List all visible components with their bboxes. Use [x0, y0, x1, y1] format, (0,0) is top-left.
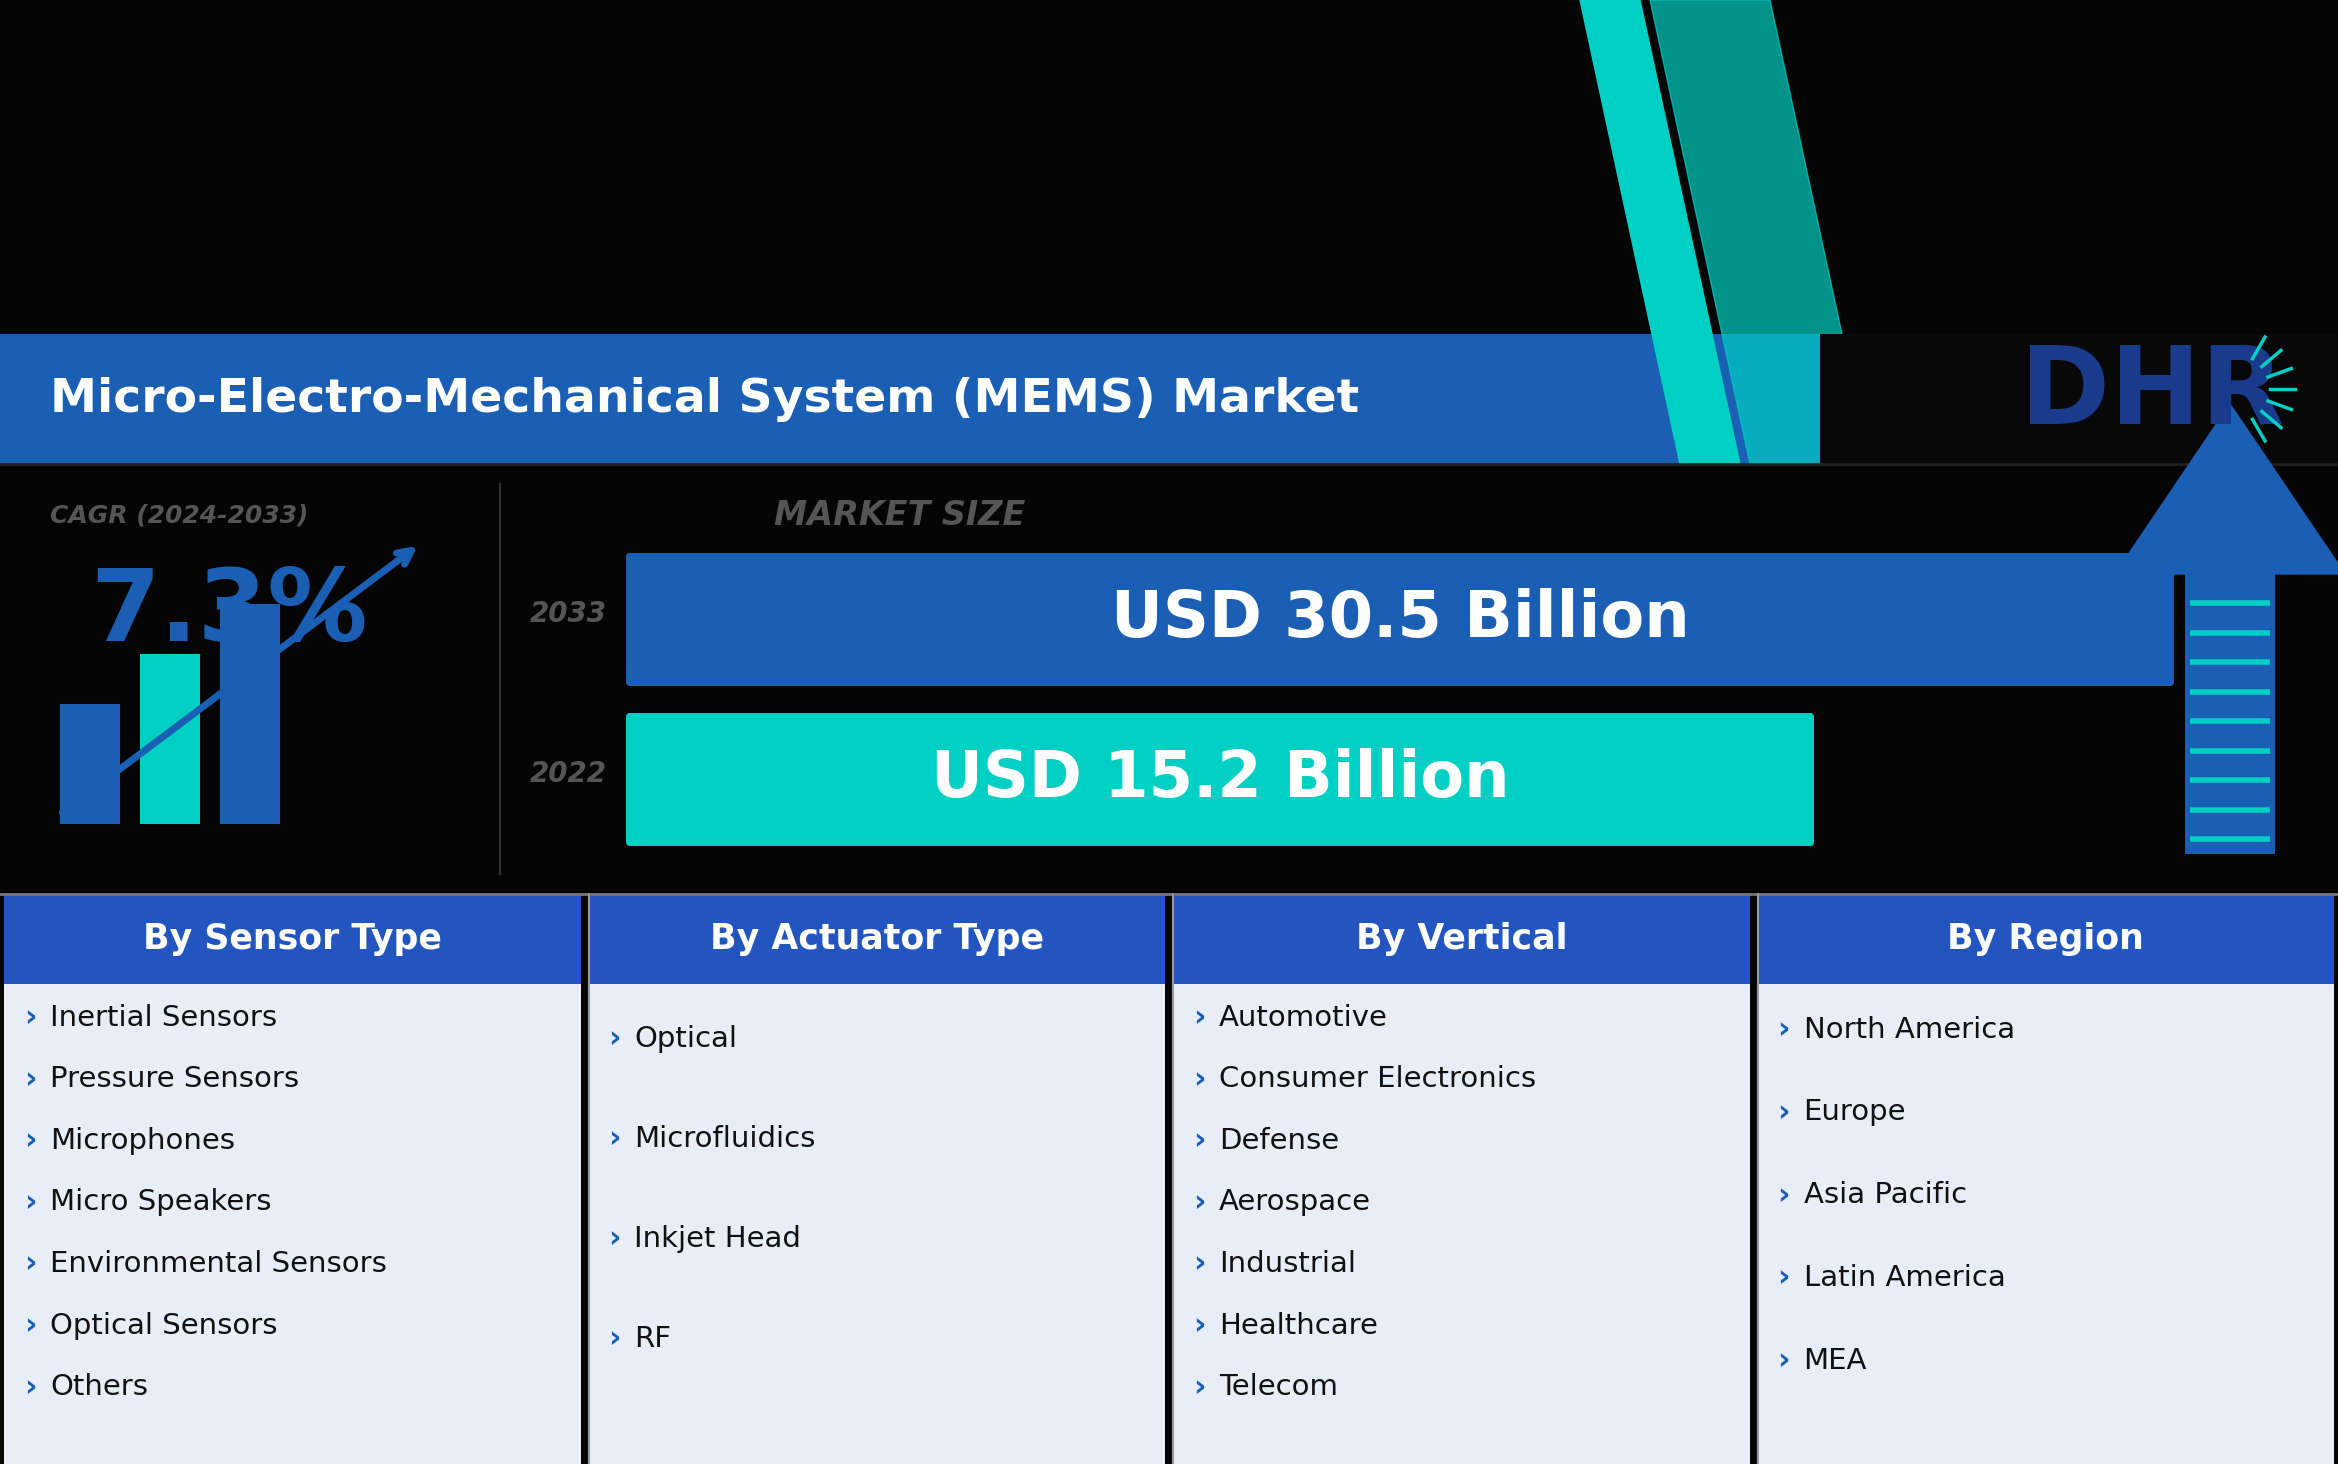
Text: ›: › — [1192, 1373, 1206, 1401]
Text: 7.3%: 7.3% — [89, 565, 367, 663]
Text: Others: Others — [49, 1373, 147, 1401]
Text: Aerospace: Aerospace — [1218, 1189, 1370, 1217]
Bar — [1758, 984, 2333, 1464]
Text: ›: › — [1192, 1126, 1206, 1155]
Text: ›: › — [1192, 1312, 1206, 1340]
Text: ›: › — [23, 1187, 37, 1217]
Bar — [5, 895, 580, 984]
Text: Latin America: Latin America — [1803, 1263, 2006, 1291]
Text: MEA: MEA — [1803, 1347, 1866, 1375]
Text: 2033: 2033 — [531, 600, 608, 628]
Text: Asia Pacific: Asia Pacific — [1803, 1181, 1966, 1209]
Text: ›: › — [1777, 1098, 1791, 1127]
Text: MARKET SIZE: MARKET SIZE — [774, 499, 1026, 531]
Text: ›: › — [1192, 1003, 1206, 1032]
Text: Microphones: Microphones — [49, 1127, 236, 1155]
Text: By Vertical: By Vertical — [1356, 922, 1566, 956]
Text: Healthcare: Healthcare — [1218, 1312, 1377, 1340]
Text: Telecom: Telecom — [1218, 1373, 1337, 1401]
Text: By Actuator Type: By Actuator Type — [711, 922, 1043, 956]
Text: CAGR (2024-2033): CAGR (2024-2033) — [49, 504, 309, 529]
Bar — [140, 654, 201, 824]
Bar — [589, 984, 1164, 1464]
Text: Microfluidics: Microfluidics — [634, 1124, 816, 1154]
Bar — [1819, 334, 2338, 464]
Text: ›: › — [1777, 1345, 1791, 1375]
Bar — [0, 334, 2338, 464]
Text: Europe: Europe — [1803, 1098, 1905, 1126]
Bar — [1758, 895, 2333, 984]
Bar — [589, 895, 1164, 984]
Polygon shape — [1651, 0, 1870, 464]
Text: ›: › — [23, 1373, 37, 1401]
Text: Environmental Sensors: Environmental Sensors — [49, 1250, 386, 1278]
Text: Defense: Defense — [1218, 1127, 1340, 1155]
Text: Inkjet Head: Inkjet Head — [634, 1225, 802, 1253]
Text: ›: › — [608, 1325, 622, 1354]
Polygon shape — [1580, 0, 1739, 464]
Text: ›: › — [1777, 1015, 1791, 1044]
Text: ›: › — [1777, 1263, 1791, 1293]
Text: ›: › — [23, 1064, 37, 1094]
Text: Micro-Electro-Mechanical System (MEMS) Market: Micro-Electro-Mechanical System (MEMS) M… — [49, 376, 1358, 422]
Text: ›: › — [608, 1025, 622, 1054]
Text: Pressure Sensors: Pressure Sensors — [49, 1066, 299, 1094]
Text: USD 15.2 Billion: USD 15.2 Billion — [931, 748, 1510, 811]
FancyBboxPatch shape — [627, 553, 2174, 687]
Text: Micro Speakers: Micro Speakers — [49, 1189, 271, 1217]
Text: By Sensor Type: By Sensor Type — [143, 922, 442, 956]
Text: Consumer Electronics: Consumer Electronics — [1218, 1066, 1536, 1094]
Bar — [220, 605, 281, 824]
Bar — [2186, 574, 2275, 854]
Text: ›: › — [1192, 1064, 1206, 1094]
Text: USD 30.5 Billion: USD 30.5 Billion — [1111, 589, 1690, 650]
Text: ›: › — [23, 1126, 37, 1155]
Text: ›: › — [23, 1003, 37, 1032]
Bar — [5, 984, 580, 1464]
Text: By Region: By Region — [1948, 922, 2144, 956]
Bar — [61, 704, 119, 824]
Text: DHR: DHR — [2020, 341, 2284, 447]
Text: ›: › — [1777, 1180, 1791, 1209]
Bar — [1174, 984, 1749, 1464]
Text: ›: › — [23, 1312, 37, 1340]
Polygon shape — [2116, 404, 2338, 574]
Text: 2022: 2022 — [531, 760, 608, 788]
Text: North America: North America — [1803, 1016, 2015, 1044]
FancyBboxPatch shape — [627, 713, 1814, 846]
Text: ›: › — [608, 1224, 622, 1253]
Text: RF: RF — [634, 1325, 671, 1353]
Text: Inertial Sensors: Inertial Sensors — [49, 1004, 278, 1032]
Bar — [1174, 895, 1749, 984]
Text: ›: › — [608, 1124, 622, 1154]
Text: ›: › — [23, 1249, 37, 1278]
Text: ›: › — [1192, 1187, 1206, 1217]
Text: Optical Sensors: Optical Sensors — [49, 1312, 278, 1340]
Text: Optical: Optical — [634, 1025, 736, 1053]
Text: Industrial: Industrial — [1218, 1250, 1356, 1278]
Text: Automotive: Automotive — [1218, 1004, 1389, 1032]
Text: ›: › — [1192, 1249, 1206, 1278]
